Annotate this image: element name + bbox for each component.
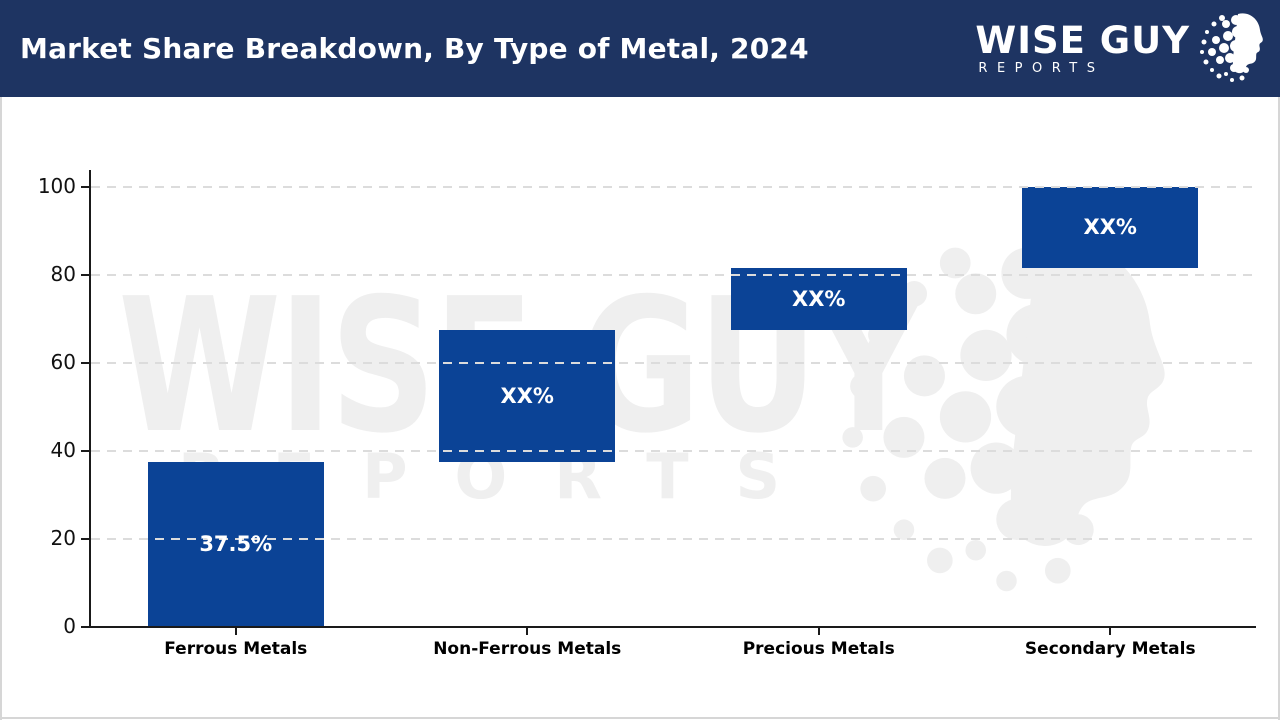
page-border-bottom <box>0 717 1280 719</box>
y-tick-label-60: 60 <box>50 349 76 374</box>
y-tick-40 <box>81 449 89 452</box>
gridline-60 <box>91 361 1256 364</box>
y-tick-label-0: 0 <box>63 614 76 638</box>
bar-value-label: XX% <box>500 383 554 408</box>
y-axis <box>89 170 91 628</box>
y-tick-label-80: 80 <box>50 261 76 286</box>
watermark-head-icon <box>800 222 1172 622</box>
x-tick-secondary-metals <box>1109 628 1112 635</box>
x-tick-non-ferrous-metals <box>526 628 529 635</box>
gridline-20 <box>91 537 1256 540</box>
x-label-secondary-metals: Secondary Metals <box>1024 639 1196 659</box>
wise-guy-logo: WISE GUY REPORTS <box>975 10 1264 88</box>
bar-value-label: XX% <box>1083 215 1137 240</box>
bar-value-label: 37.5% <box>199 532 273 557</box>
logo-text: WISE GUY REPORTS <box>975 22 1190 75</box>
bar-precious-metals <box>730 267 907 330</box>
bar-ferrous-metals <box>147 461 324 627</box>
x-axis <box>89 626 1256 628</box>
x-label-ferrous-metals: Ferrous Metals <box>164 639 308 659</box>
y-tick-80 <box>81 273 89 276</box>
x-label-non-ferrous-metals: Non-Ferrous Metals <box>433 639 622 659</box>
x-tick-precious-metals <box>817 628 820 635</box>
gridline-100 <box>91 185 1256 188</box>
bar-secondary-metals <box>1022 186 1199 268</box>
page-border-right <box>1278 97 1280 720</box>
y-tick-60 <box>81 361 89 364</box>
y-tick-20 <box>81 537 89 540</box>
page-border-left <box>0 97 2 720</box>
bar-non-ferrous-metals <box>439 329 616 462</box>
y-tick-label-40: 40 <box>50 437 76 462</box>
x-tick-ferrous-metals <box>234 628 237 635</box>
gridline-80 <box>91 273 1256 276</box>
x-label-precious-metals: Precious Metals <box>742 639 895 659</box>
header-band: Market Share Breakdown, By Type of Metal… <box>0 0 1280 97</box>
bar-value-label: XX% <box>792 286 846 311</box>
logo-subtitle: REPORTS <box>978 61 1105 76</box>
y-tick-0 <box>81 626 89 628</box>
y-tick-label-20: 20 <box>50 525 76 550</box>
dotted-head-profile-icon <box>1192 10 1264 88</box>
gridline-40 <box>91 449 1256 452</box>
chart-title: Market Share Breakdown, By Type of Metal… <box>20 32 809 65</box>
logo-wordmark: WISE GUY <box>975 19 1190 62</box>
y-tick-100 <box>81 185 89 188</box>
y-tick-label-100: 100 <box>37 173 76 198</box>
